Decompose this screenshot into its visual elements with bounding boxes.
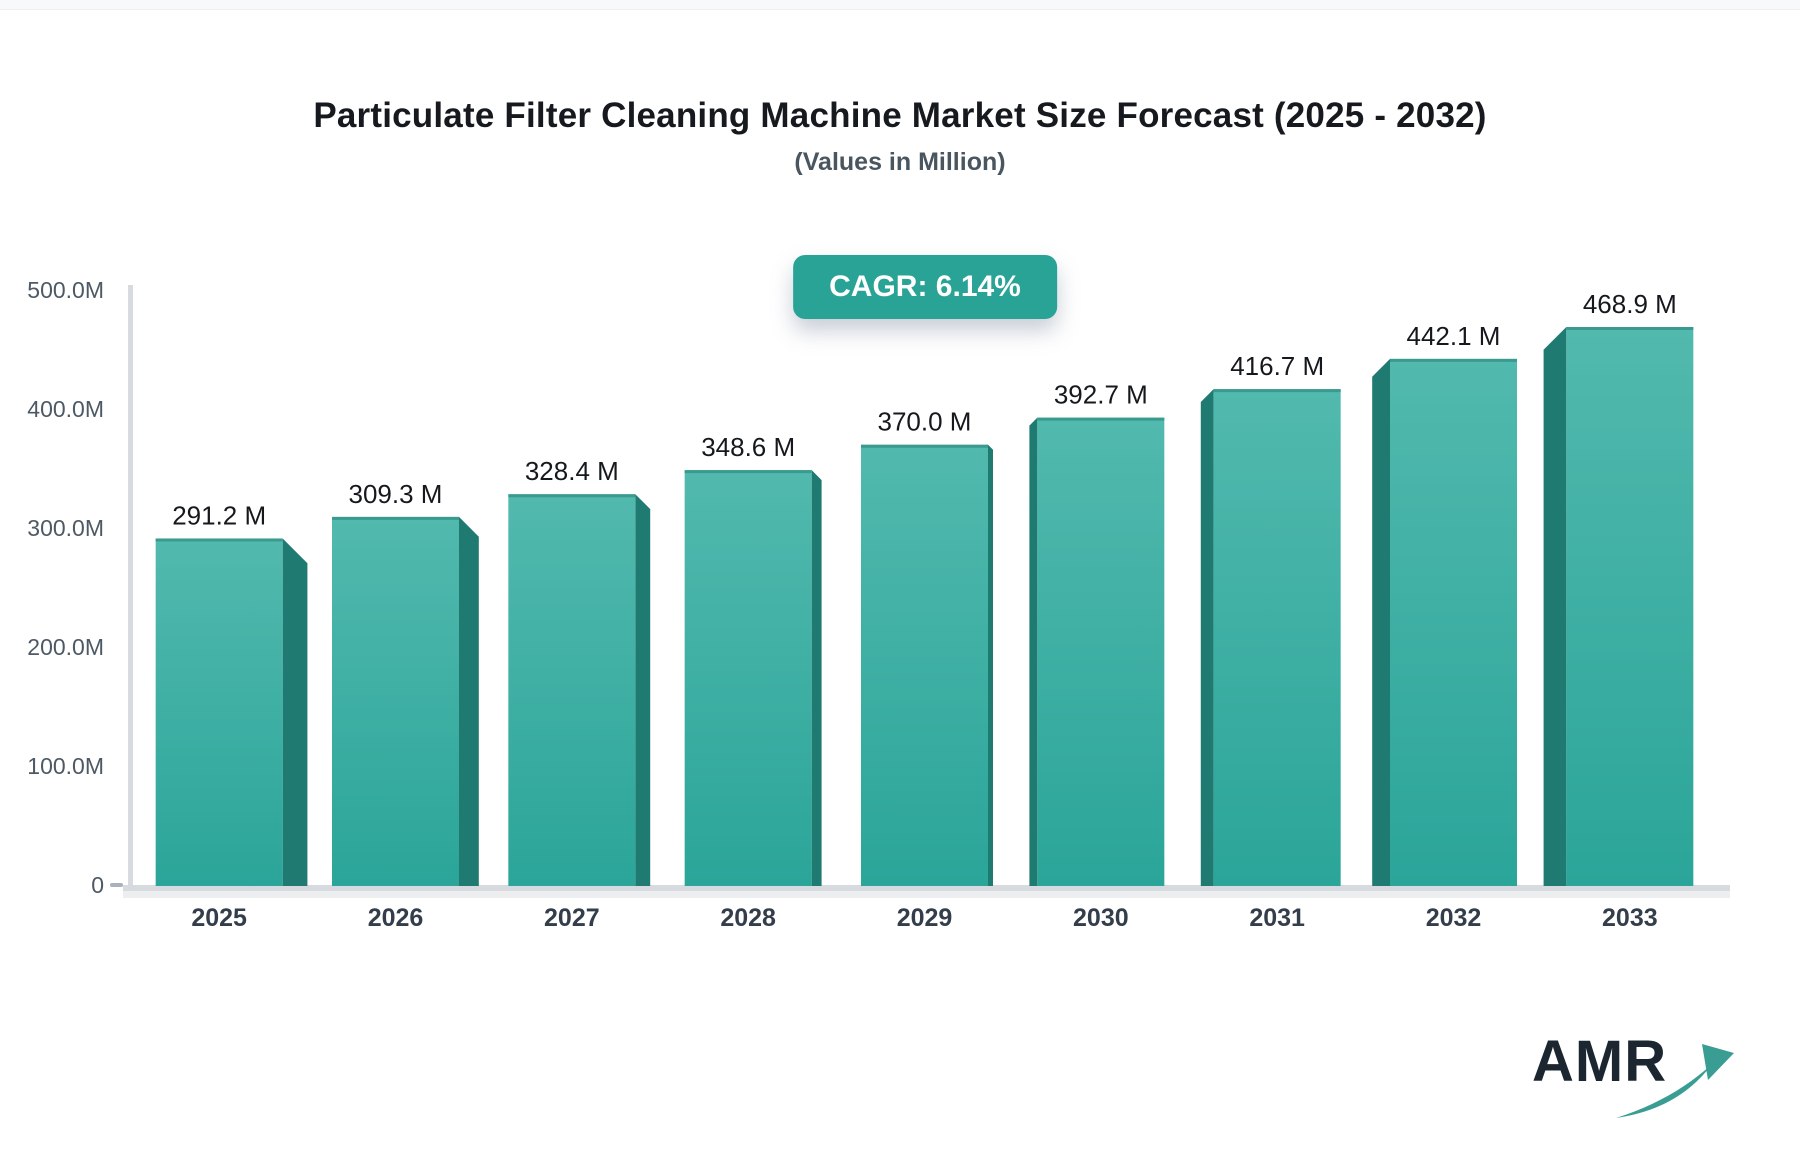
- bar-front-face: [1213, 389, 1341, 886]
- growth-arrow-icon: [1616, 1044, 1734, 1118]
- x-axis-line: [123, 885, 1730, 891]
- bar-side-face: [988, 444, 993, 886]
- bar-side-face: [282, 538, 308, 886]
- value-label-2033: 468.9 M: [1583, 289, 1677, 319]
- y-tick-label-300.0M: 300.0M: [27, 515, 104, 541]
- y-tick-label-0: 0: [91, 872, 104, 898]
- x-tick-label-2033: 2033: [1602, 904, 1658, 932]
- bar-side-face: [811, 470, 822, 886]
- x-tick-label-2029: 2029: [897, 904, 953, 932]
- bar-side-face: [1372, 358, 1390, 886]
- top-border-strip: [0, 0, 1800, 10]
- y-tick-label-200.0M: 200.0M: [27, 634, 104, 660]
- x-tick-label-2031: 2031: [1249, 904, 1305, 932]
- bar-side-face: [1029, 417, 1038, 886]
- bar-front-face: [1390, 358, 1517, 886]
- bar-2027[interactable]: 328.4 M: [508, 456, 651, 886]
- value-label-2025: 291.2 M: [172, 500, 266, 530]
- amr-logo: AMR: [1532, 1028, 1762, 1118]
- bar-side-face: [635, 494, 651, 886]
- x-axis-shadow: [123, 891, 1730, 898]
- value-label-2032: 442.1 M: [1407, 321, 1501, 351]
- value-label-2027: 328.4 M: [525, 456, 619, 486]
- value-label-2029: 370.0 M: [878, 407, 972, 437]
- y-tick-label-500.0M: 500.0M: [27, 277, 104, 303]
- bar-2031[interactable]: 416.7 M: [1200, 351, 1341, 886]
- bar-2032[interactable]: 442.1 M: [1372, 321, 1517, 886]
- cagr-badge: CAGR: 6.14%: [793, 255, 1057, 319]
- x-tick-label-2030: 2030: [1073, 904, 1129, 932]
- bar-front-face: [861, 444, 988, 886]
- x-tick-label-2027: 2027: [544, 904, 600, 932]
- bar-front-face: [1566, 327, 1694, 886]
- bar-side-face: [1543, 327, 1567, 886]
- y-axis-line: [128, 285, 133, 885]
- x-tick-label-2025: 2025: [191, 904, 247, 932]
- value-label-2031: 416.7 M: [1230, 351, 1324, 381]
- bar-front-face: [332, 516, 459, 886]
- bar-front-face: [155, 538, 283, 886]
- value-label-2030: 392.7 M: [1054, 380, 1148, 410]
- value-label-2028: 348.6 M: [701, 432, 795, 462]
- bar-2026[interactable]: 309.3 M: [332, 479, 479, 886]
- amr-logo-text: AMR: [1532, 1029, 1668, 1094]
- bar-2033[interactable]: 468.9 M: [1543, 289, 1694, 886]
- page-subtitle: (Values in Million): [794, 148, 1006, 176]
- bar-2025[interactable]: 291.2 M: [155, 500, 308, 886]
- value-label-2026: 309.3 M: [349, 479, 443, 509]
- bar-front-face: [1037, 417, 1165, 886]
- x-tick-label-2028: 2028: [720, 904, 776, 932]
- x-tick-label-2026: 2026: [368, 904, 424, 932]
- y-tick-label-100.0M: 100.0M: [27, 753, 104, 779]
- bar-2028[interactable]: 348.6 M: [684, 432, 822, 886]
- y-tick-label-400.0M: 400.0M: [27, 396, 104, 422]
- bar-2030[interactable]: 392.7 M: [1029, 380, 1165, 886]
- bar-side-face: [459, 516, 479, 886]
- y-zero-tick: [110, 883, 123, 887]
- bar-front-face: [684, 470, 812, 886]
- bar-2029[interactable]: 370.0 M: [861, 407, 993, 886]
- bar-side-face: [1200, 389, 1214, 886]
- page-title: Particulate Filter Cleaning Machine Mark…: [313, 96, 1487, 135]
- bar-front-face: [508, 494, 636, 886]
- x-tick-label-2032: 2032: [1426, 904, 1482, 932]
